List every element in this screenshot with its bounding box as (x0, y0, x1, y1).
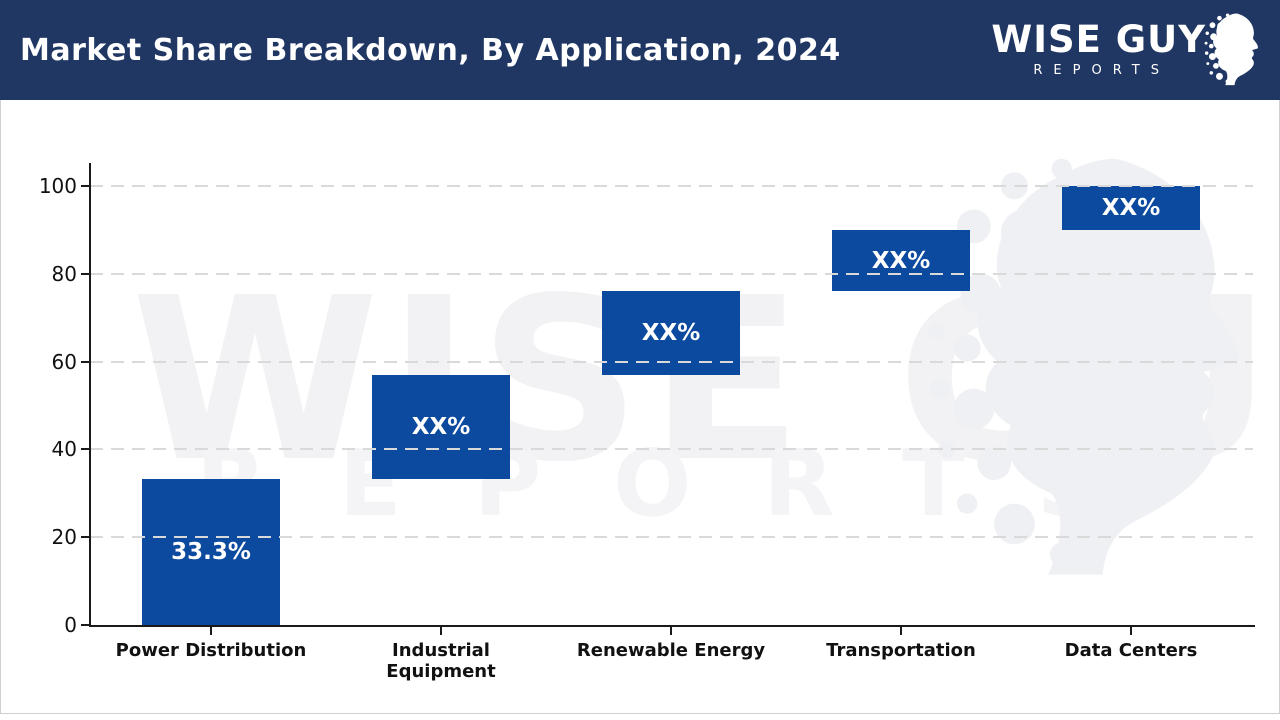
y-axis-line (89, 163, 91, 627)
y-tick-40 (81, 448, 90, 451)
bar-value-label: XX% (1101, 194, 1161, 221)
brand-logo-text: WISE GUY REPORTS (991, 19, 1206, 79)
brand-logo: WISE GUY REPORTS (991, 10, 1266, 88)
x-category-label: Industrial Equipment (386, 640, 496, 682)
x-category-label: Transportation (826, 640, 976, 661)
x-tick-0 (210, 627, 212, 635)
gridline-60 (90, 360, 1253, 363)
bar-segment: XX% (832, 229, 970, 292)
y-tick-80 (81, 272, 90, 275)
gridline-80 (90, 272, 1253, 275)
bar-segment: 33.3% (142, 478, 280, 625)
y-tick-label-80: 80 (51, 261, 77, 286)
x-tick-1 (440, 627, 442, 635)
x-category-label: Power Distribution (115, 640, 307, 661)
bar-segment: XX% (372, 374, 510, 479)
x-tick-2 (670, 627, 672, 635)
y-tick-label-60: 60 (51, 349, 77, 374)
gridline-20 (90, 536, 1253, 539)
page-title: Market Share Breakdown, By Application, … (20, 32, 841, 68)
bar-value-label: XX% (411, 413, 471, 440)
brand-face-icon (1204, 13, 1258, 86)
y-tick-60 (81, 360, 90, 363)
bar-segment: XX% (1062, 186, 1200, 230)
x-tick-4 (1130, 627, 1132, 635)
x-category-label: Renewable Energy (576, 640, 766, 661)
brand-tagline: REPORTS (1033, 63, 1170, 78)
chart-area: WISE GUY REPORTS 02040608010033.3%Power … (0, 100, 1280, 714)
y-tick-label-0: 0 (64, 613, 77, 637)
y-tick-20 (81, 536, 90, 539)
x-axis-line (89, 625, 1255, 627)
y-tick-0 (81, 624, 90, 626)
y-tick-100 (81, 185, 90, 187)
x-category-label: Data Centers (1064, 640, 1198, 661)
bar-value-label: 33.3% (171, 538, 251, 565)
gridline-100 (90, 185, 1253, 187)
x-tick-3 (900, 627, 902, 635)
bar-value-label: XX% (641, 320, 701, 347)
brand-name: WISE GUY (991, 18, 1206, 61)
y-tick-label-40: 40 (51, 437, 77, 462)
y-tick-label-20: 20 (51, 525, 77, 550)
bar-value-label: XX% (871, 247, 931, 274)
header-bar: Market Share Breakdown, By Application, … (0, 0, 1280, 100)
y-tick-label-100: 100 (38, 174, 77, 198)
gridline-40 (90, 448, 1253, 451)
